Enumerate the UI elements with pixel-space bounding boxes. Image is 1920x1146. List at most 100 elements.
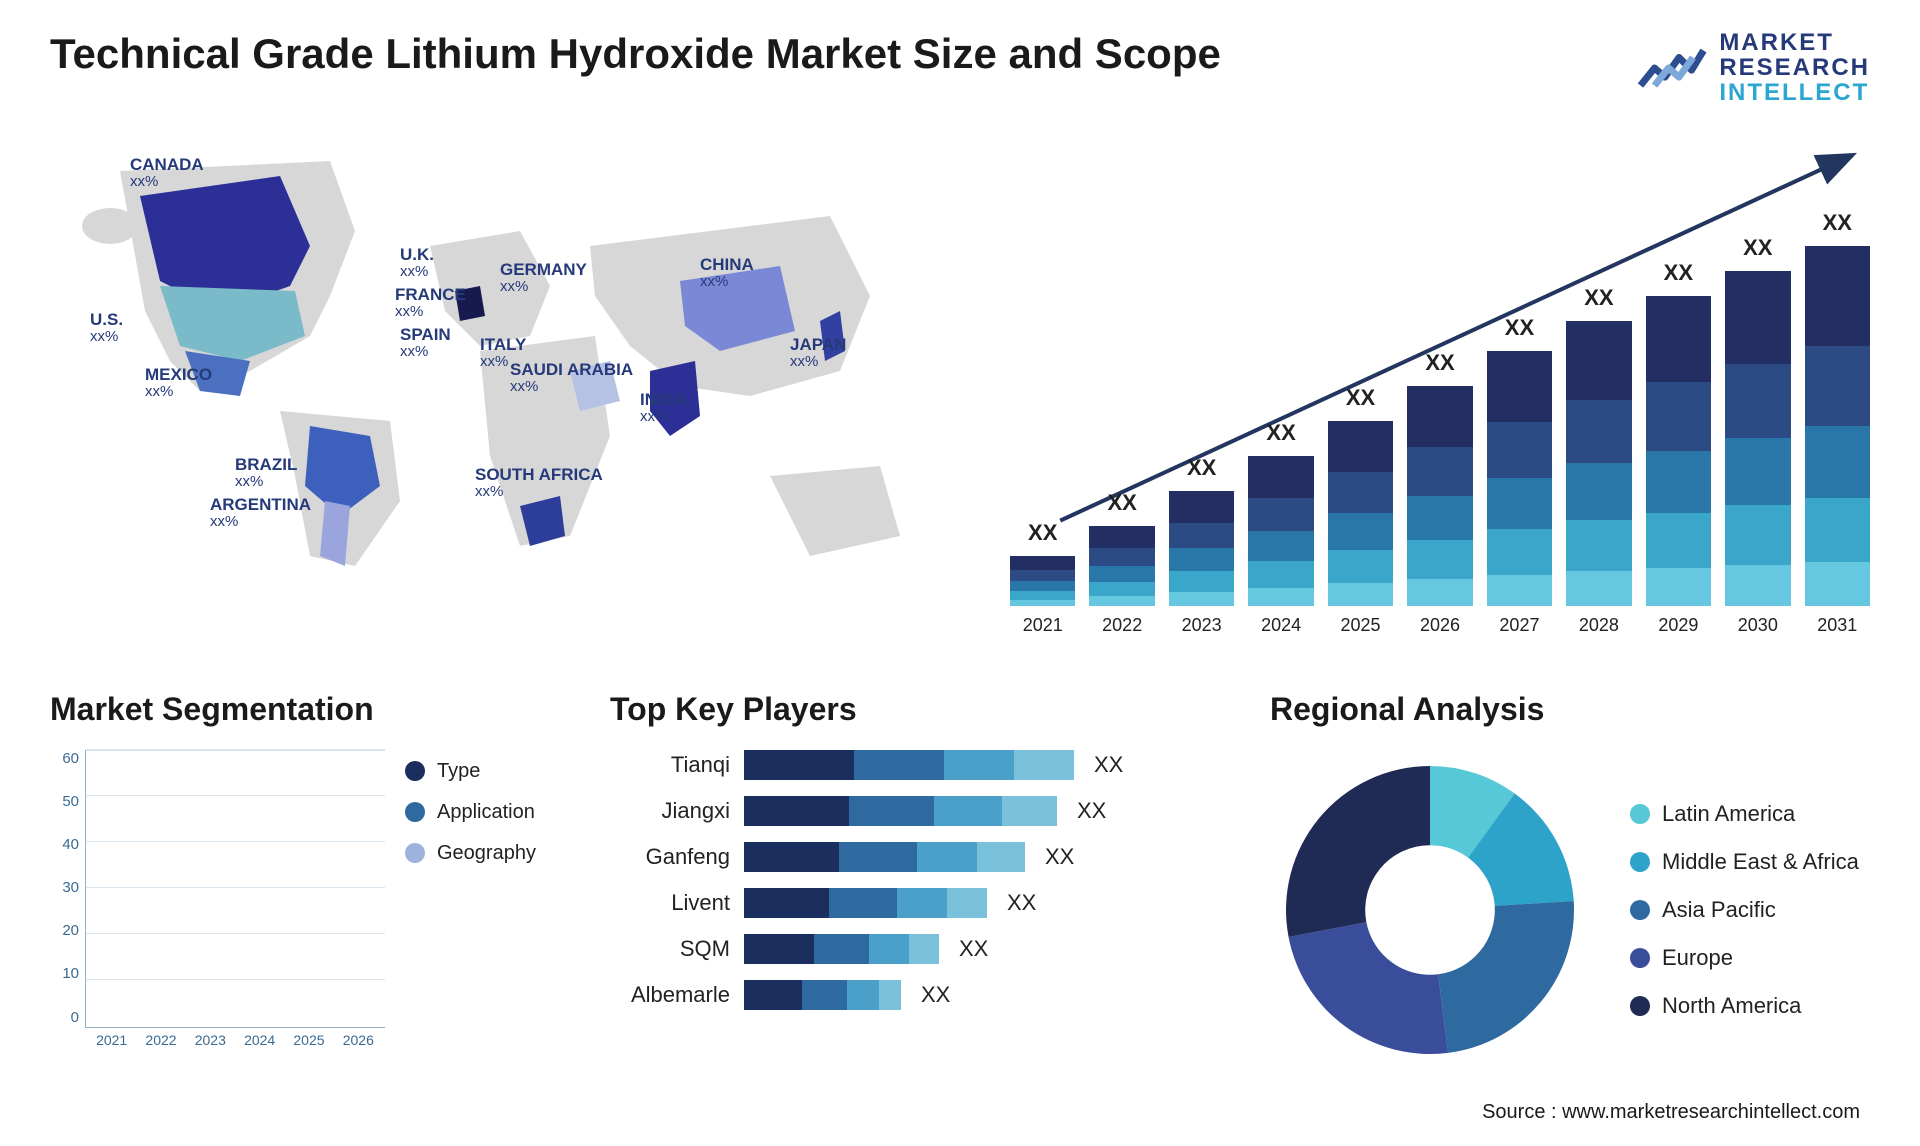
player-bar-segment bbox=[944, 750, 1014, 780]
market-bar-segment bbox=[1487, 478, 1552, 529]
market-bar-label: XX bbox=[1248, 420, 1313, 446]
map-label-mexico: MEXICOxx% bbox=[145, 366, 212, 401]
seg-legend-item: Geography bbox=[405, 842, 536, 865]
market-bar-2031: XX bbox=[1805, 246, 1870, 606]
market-year-label: 2021 bbox=[1010, 615, 1075, 636]
player-bar bbox=[744, 842, 1025, 872]
player-row-ganfeng: GanfengXX bbox=[610, 842, 1230, 872]
legend-dot-icon bbox=[405, 843, 425, 863]
market-bar-segment bbox=[1407, 496, 1472, 540]
source-line: Source : www.marketresearchintellect.com bbox=[1482, 1101, 1860, 1124]
seg-year-label: 2021 bbox=[93, 1032, 130, 1048]
player-name: Albemarle bbox=[610, 982, 730, 1008]
market-bar-segment bbox=[1089, 596, 1154, 606]
legend-label: Application bbox=[437, 801, 535, 824]
market-bar-segment bbox=[1010, 556, 1075, 570]
region-legend-item: Asia Pacific bbox=[1630, 897, 1859, 923]
market-bar-segment bbox=[1248, 456, 1313, 498]
seg-year-label: 2025 bbox=[290, 1032, 327, 1048]
market-bar-label: XX bbox=[1566, 285, 1631, 311]
brand-line2: RESEARCH bbox=[1719, 55, 1870, 80]
brand-line1: MARKET bbox=[1719, 30, 1870, 55]
market-bar-segment bbox=[1646, 382, 1711, 450]
player-bar-segment bbox=[744, 750, 854, 780]
market-bar-segment bbox=[1248, 561, 1313, 588]
legend-label: Geography bbox=[437, 842, 536, 865]
regional-donut bbox=[1270, 750, 1590, 1070]
market-bar-label: XX bbox=[1010, 520, 1075, 546]
legend-label: Middle East & Africa bbox=[1662, 849, 1859, 875]
market-bar-label: XX bbox=[1328, 385, 1393, 411]
legend-dot-icon bbox=[1630, 996, 1650, 1016]
map-label-canada: CANADAxx% bbox=[130, 156, 204, 191]
market-year-label: 2030 bbox=[1725, 615, 1790, 636]
legend-dot-icon bbox=[1630, 900, 1650, 920]
region-legend-item: Latin America bbox=[1630, 801, 1859, 827]
player-bar bbox=[744, 750, 1074, 780]
seg-legend-item: Type bbox=[405, 760, 536, 783]
player-bar bbox=[744, 934, 939, 964]
player-row-tianqi: TianqiXX bbox=[610, 750, 1230, 780]
map-label-southafrica: SOUTH AFRICAxx% bbox=[475, 466, 603, 501]
world-map: CANADAxx%U.S.xx%MEXICOxx%BRAZILxx%ARGENT… bbox=[50, 136, 950, 636]
player-bar-segment bbox=[847, 980, 879, 1010]
market-bar-segment bbox=[1089, 526, 1154, 548]
player-bar-segment bbox=[909, 934, 939, 964]
market-year-label: 2031 bbox=[1805, 615, 1870, 636]
player-bar-segment bbox=[839, 842, 917, 872]
market-bar-segment bbox=[1566, 463, 1631, 520]
players-panel: Top Key Players TianqiXXJiangxiXXGanfeng… bbox=[610, 691, 1230, 1070]
market-bar-segment bbox=[1805, 498, 1870, 563]
player-name: Ganfeng bbox=[610, 844, 730, 870]
market-bar-segment bbox=[1805, 346, 1870, 425]
player-bar-segment bbox=[744, 934, 814, 964]
player-bar-segment bbox=[829, 888, 897, 918]
regional-panel: Regional Analysis Latin AmericaMiddle Ea… bbox=[1270, 691, 1870, 1070]
player-bar-segment bbox=[879, 980, 901, 1010]
market-bar-label: XX bbox=[1725, 235, 1790, 261]
market-bar-segment bbox=[1805, 246, 1870, 347]
market-bar-label: XX bbox=[1646, 260, 1711, 286]
market-bar-2022: XX bbox=[1089, 526, 1154, 606]
donut-slice-north-america bbox=[1286, 766, 1430, 937]
map-label-uk: U.K.xx% bbox=[400, 246, 434, 281]
market-bar-segment bbox=[1805, 426, 1870, 498]
market-bar-segment bbox=[1407, 540, 1472, 580]
player-bar-segment bbox=[814, 934, 869, 964]
player-bar-segment bbox=[897, 888, 947, 918]
market-bar-segment bbox=[1328, 513, 1393, 550]
players-title: Top Key Players bbox=[610, 691, 1230, 728]
market-year-label: 2023 bbox=[1169, 615, 1234, 636]
player-bar bbox=[744, 796, 1057, 826]
map-label-france: FRANCExx% bbox=[395, 286, 466, 321]
market-bar-2021: XX bbox=[1010, 556, 1075, 606]
player-value: XX bbox=[1077, 798, 1106, 824]
legend-dot-icon bbox=[1630, 804, 1650, 824]
market-bar-label: XX bbox=[1089, 490, 1154, 516]
market-bar-segment bbox=[1646, 451, 1711, 513]
market-bar-label: XX bbox=[1805, 210, 1870, 236]
seg-year-label: 2022 bbox=[142, 1032, 179, 1048]
player-row-livent: LiventXX bbox=[610, 888, 1230, 918]
market-bar-segment bbox=[1089, 566, 1154, 582]
player-value: XX bbox=[1007, 890, 1036, 916]
market-bar-segment bbox=[1328, 472, 1393, 513]
market-bar-label: XX bbox=[1407, 350, 1472, 376]
market-bar-label: XX bbox=[1487, 315, 1552, 341]
market-bar-segment bbox=[1487, 575, 1552, 606]
market-bar-segment bbox=[1010, 591, 1075, 600]
legend-label: Asia Pacific bbox=[1662, 897, 1776, 923]
market-bar-segment bbox=[1169, 592, 1234, 606]
market-bar-segment bbox=[1328, 583, 1393, 605]
market-bar-2029: XX bbox=[1646, 296, 1711, 606]
market-bar-segment bbox=[1407, 447, 1472, 495]
seg-year-label: 2024 bbox=[241, 1032, 278, 1048]
player-bar-segment bbox=[744, 796, 849, 826]
brand-logo: MARKET RESEARCH INTELLECT bbox=[1637, 30, 1870, 106]
legend-dot-icon bbox=[405, 802, 425, 822]
market-bar-segment bbox=[1805, 562, 1870, 605]
player-bar-segment bbox=[977, 842, 1025, 872]
segmentation-legend: Type Application Geography bbox=[405, 750, 536, 1048]
segmentation-title: Market Segmentation bbox=[50, 691, 570, 728]
market-bar-segment bbox=[1169, 571, 1234, 592]
